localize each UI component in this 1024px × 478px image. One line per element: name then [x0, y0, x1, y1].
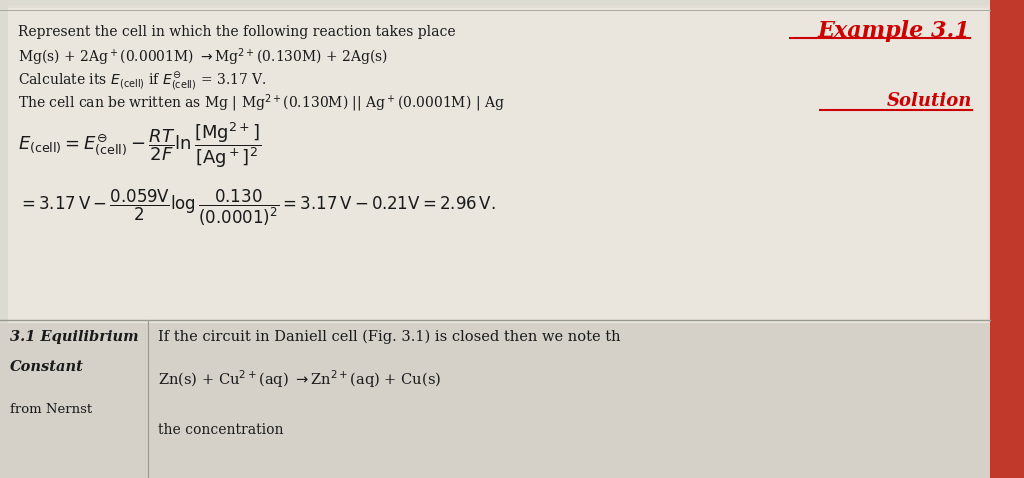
Text: $= 3.17\,\mathrm{V} - \dfrac{0.059\mathrm{V}}{2} \log \dfrac{0.130}{(0.0001)^2} : $= 3.17\,\mathrm{V} - \dfrac{0.059\mathr…: [18, 188, 496, 228]
Text: $E_{\mathrm{(cell)}} = E^{\ominus}_{\mathrm{(cell)}} - \dfrac{RT}{2F} \ln \dfrac: $E_{\mathrm{(cell)}} = E^{\ominus}_{\mat…: [18, 120, 261, 170]
Text: Constant: Constant: [10, 360, 84, 374]
Text: If the circuit in Daniell cell (Fig. 3.1) is closed then we note th: If the circuit in Daniell cell (Fig. 3.1…: [158, 330, 621, 344]
Text: Represent the cell in which the following reaction takes place: Represent the cell in which the followin…: [18, 25, 456, 39]
Bar: [0, 323, 990, 478]
Text: Solution: Solution: [887, 92, 972, 110]
Text: The cell can be written as Mg $|$ Mg$^{2+}$(0.130M) $||$ Ag$^+$(0.0001M) $|$ Ag: The cell can be written as Mg $|$ Mg$^{2…: [18, 92, 505, 114]
Bar: [8, 5, 1018, 323]
Bar: [990, 0, 1024, 478]
Text: 3.1 Equilibrium: 3.1 Equilibrium: [10, 330, 138, 344]
Text: Calculate its $E_{\mathrm{(cell)}}$ if $E^{\ominus}_{\mathrm{(cell)}}$ = 3.17 V.: Calculate its $E_{\mathrm{(cell)}}$ if $…: [18, 70, 266, 93]
Text: Example 3.1: Example 3.1: [817, 20, 970, 42]
Text: from Nernst: from Nernst: [10, 403, 92, 416]
Text: the concentration: the concentration: [158, 423, 284, 437]
Text: Zn(s) + Cu$^{2+}$(aq) $\rightarrow$Zn$^{2+}$(aq) + Cu(s): Zn(s) + Cu$^{2+}$(aq) $\rightarrow$Zn$^{…: [158, 368, 441, 390]
Text: Mg(s) + 2Ag$^+$(0.0001M) $\rightarrow$Mg$^{2+}$(0.130M) + 2Ag(s): Mg(s) + 2Ag$^+$(0.0001M) $\rightarrow$Mg…: [18, 46, 388, 67]
Bar: [8, 8, 988, 323]
